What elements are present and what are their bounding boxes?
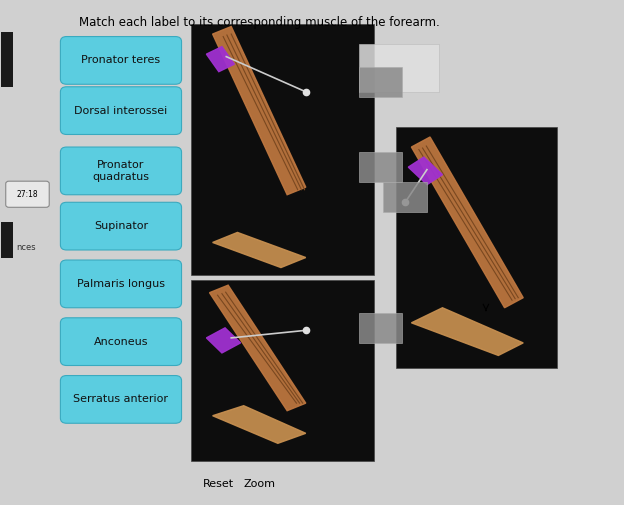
Text: Match each label to its corresponding muscle of the forearm.: Match each label to its corresponding mu… [79, 17, 440, 29]
Text: 27:18: 27:18 [17, 190, 38, 199]
FancyBboxPatch shape [61, 260, 182, 308]
FancyBboxPatch shape [6, 181, 49, 207]
Polygon shape [408, 157, 442, 185]
FancyBboxPatch shape [61, 36, 182, 84]
Polygon shape [213, 232, 306, 268]
FancyBboxPatch shape [61, 318, 182, 366]
Text: Supinator: Supinator [94, 221, 148, 231]
Polygon shape [207, 328, 241, 353]
Text: Reset: Reset [203, 479, 235, 488]
Text: Palmaris longus: Palmaris longus [77, 279, 165, 289]
Bar [359, 67, 402, 97]
Bar [191, 280, 374, 461]
FancyBboxPatch shape [61, 147, 182, 195]
Polygon shape [210, 285, 306, 411]
Text: Pronator teres: Pronator teres [81, 56, 160, 66]
Bar [191, 24, 374, 275]
Polygon shape [207, 46, 235, 72]
FancyBboxPatch shape [61, 376, 182, 423]
Bar [359, 44, 439, 92]
Bar [1, 222, 12, 258]
FancyBboxPatch shape [61, 203, 182, 250]
Text: Pronator
quadratus: Pronator quadratus [92, 160, 150, 182]
Polygon shape [213, 26, 306, 195]
Polygon shape [213, 406, 306, 443]
Bar [1, 31, 12, 87]
FancyBboxPatch shape [61, 87, 182, 134]
Bar [396, 127, 557, 368]
Bar [359, 313, 402, 343]
Bar [383, 182, 427, 212]
Polygon shape [411, 308, 523, 356]
Text: Dorsal interossei: Dorsal interossei [74, 106, 168, 116]
Text: Anconeus: Anconeus [94, 337, 149, 346]
Text: Zoom: Zoom [243, 479, 275, 488]
Bar [359, 152, 402, 182]
Polygon shape [411, 137, 523, 308]
Text: Serratus anterior: Serratus anterior [74, 394, 168, 405]
Text: nces: nces [16, 243, 36, 252]
